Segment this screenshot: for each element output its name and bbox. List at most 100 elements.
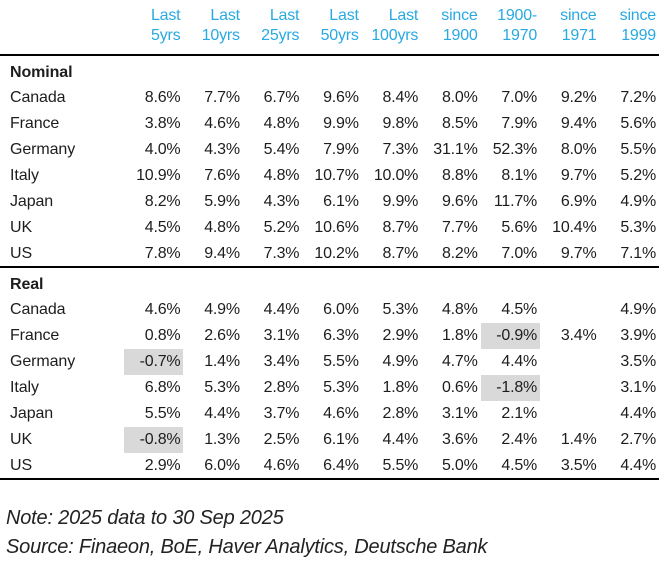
value-cell: 4.5% <box>501 456 538 474</box>
value-cell: 11.7% <box>493 193 538 210</box>
country-label: Germany <box>10 353 76 370</box>
country-label: France <box>10 327 60 344</box>
table-row: Germany -0.7% 1.4% 3.4% 5.5% 4.9% 4.7% 4.4% 3.5% <box>0 349 659 375</box>
value-cell: 1.8% <box>382 379 419 396</box>
value-cell: 9.2% <box>560 89 597 106</box>
value-cell: 5.3% <box>620 219 656 236</box>
section-row: Real <box>0 267 659 297</box>
value-cell: 3.1% <box>263 327 300 344</box>
value-cell: 3.8% <box>144 115 181 132</box>
value-cell: 2.6% <box>204 327 240 344</box>
value-cell: 5.9% <box>204 193 240 210</box>
value-cell: 1.8% <box>441 327 478 344</box>
country-label: Italy <box>10 167 39 184</box>
value-cell: 31.1% <box>433 141 478 158</box>
value-cell: 2.4% <box>501 431 538 448</box>
highlighted-value-cell: -0.9% <box>480 323 541 349</box>
value-cell: 4.5% <box>144 219 181 236</box>
value-cell: 9.8% <box>382 115 419 132</box>
value-cell: 7.8% <box>144 244 181 262</box>
value-cell: 9.4% <box>204 244 240 262</box>
value-cell: 4.9% <box>620 301 656 318</box>
table-row: Japan 5.5% 4.4% 3.7% 4.6% 2.8% 3.1% 2.1% 4.4% <box>0 401 659 427</box>
table-row: Canada 8.6% 7.7% 6.7% 9.6% 8.4% 8.0% 7.0% 9.2% 7.… <box>0 85 659 111</box>
value-cell: 2.9% <box>382 327 419 344</box>
value-cell: 5.3% <box>323 379 359 396</box>
value-cell: 6.1% <box>323 431 359 448</box>
value-cell: 4.9% <box>204 301 240 318</box>
value-cell: 7.7% <box>204 89 240 106</box>
value-cell: 5.3% <box>382 301 419 318</box>
value-cell: 3.4% <box>263 353 300 370</box>
value-cell: 5.5% <box>382 456 419 474</box>
value-cell: 7.3% <box>263 244 300 262</box>
value-cell: 7.9% <box>501 115 538 132</box>
value-cell: 3.1% <box>441 405 478 422</box>
value-cell: 10.7% <box>314 167 359 184</box>
value-cell: 7.0% <box>501 244 538 262</box>
value-cell: 5.3% <box>204 379 240 396</box>
country-label: Japan <box>10 193 54 210</box>
corner-cell <box>0 0 124 55</box>
value-cell: 5.5% <box>323 353 359 370</box>
value-cell: 5.2% <box>263 219 300 236</box>
source-line: Source: Finaeon, BoE, Haver Analytics, D… <box>6 536 488 558</box>
value-cell: 7.9% <box>323 141 359 158</box>
value-cell: 4.4% <box>382 431 419 448</box>
value-cell: 6.7% <box>263 89 300 106</box>
column-header: since 1900 <box>441 7 478 44</box>
value-cell: 2.5% <box>263 431 300 448</box>
value-cell: 3.4% <box>560 327 597 344</box>
value-cell: 8.4% <box>382 89 419 106</box>
value-cell: 6.8% <box>144 379 181 396</box>
section-label: Real <box>10 276 44 293</box>
value-cell: 8.7% <box>382 219 419 236</box>
value-cell: 4.3% <box>263 193 300 210</box>
value-cell: 4.4% <box>620 405 656 422</box>
value-cell: 4.4% <box>501 353 538 370</box>
value-cell: 8.2% <box>144 193 181 210</box>
value-cell: 2.7% <box>620 431 656 448</box>
column-header: Last 10yrs <box>201 7 240 44</box>
value-cell: 5.4% <box>263 141 300 158</box>
value-cell: 9.6% <box>441 193 478 210</box>
value-cell: 5.0% <box>441 456 478 474</box>
table-row: Italy 6.8% 5.3% 2.8% 5.3% 1.8% 0.6% -1.8% 3.1% <box>0 375 659 401</box>
value-cell: 7.3% <box>382 141 419 158</box>
value-cell: 1.3% <box>204 431 240 448</box>
value-cell: 1.4% <box>204 353 240 370</box>
value-cell: 2.1% <box>501 405 538 422</box>
value-cell: 4.6% <box>263 456 300 474</box>
value-cell: 0.8% <box>144 327 181 344</box>
value-cell: 4.6% <box>204 115 240 132</box>
value-cell: 4.8% <box>441 301 478 318</box>
value-cell: 3.1% <box>620 379 656 396</box>
column-header: Last 5yrs <box>150 7 181 44</box>
highlighted-value-cell: -0.8% <box>124 427 184 453</box>
value-cell: 7.1% <box>620 244 656 262</box>
value-cell: 8.6% <box>144 89 181 106</box>
value-cell: 5.2% <box>620 167 656 184</box>
value-cell: 4.0% <box>144 141 181 158</box>
column-header: since 1971 <box>560 7 597 44</box>
table-row: Italy 10.9% 7.6% 4.8% 10.7% 10.0% 8.8% 8.1% 9.7%… <box>0 163 659 189</box>
value-cell: 4.7% <box>441 353 478 370</box>
country-label: Italy <box>10 379 39 396</box>
value-cell: 4.4% <box>620 456 656 474</box>
table-row: US 2.9% 6.0% 4.6% 6.4% 5.5% 5.0% 4.5% 3.5% 4.4% <box>0 453 659 479</box>
value-cell: 4.3% <box>204 141 240 158</box>
value-cell: 5.6% <box>620 115 656 132</box>
country-label: US <box>10 244 33 262</box>
value-cell: 3.5% <box>560 456 597 474</box>
value-cell: 8.0% <box>441 89 478 106</box>
value-cell: 8.1% <box>501 167 538 184</box>
value-cell: 9.7% <box>560 244 597 262</box>
value-cell: 9.9% <box>323 115 359 132</box>
value-cell: 4.9% <box>620 193 656 210</box>
value-cell: 2.9% <box>144 456 181 474</box>
table-row: US 7.8% 9.4% 7.3% 10.2% 8.7% 8.2% 7.0% 9.7% 7.1% <box>0 241 659 267</box>
country-label: Japan <box>10 405 54 422</box>
value-cell: 3.5% <box>620 353 656 370</box>
value-cell: 2.8% <box>382 405 419 422</box>
value-cell: 4.4% <box>263 301 300 318</box>
